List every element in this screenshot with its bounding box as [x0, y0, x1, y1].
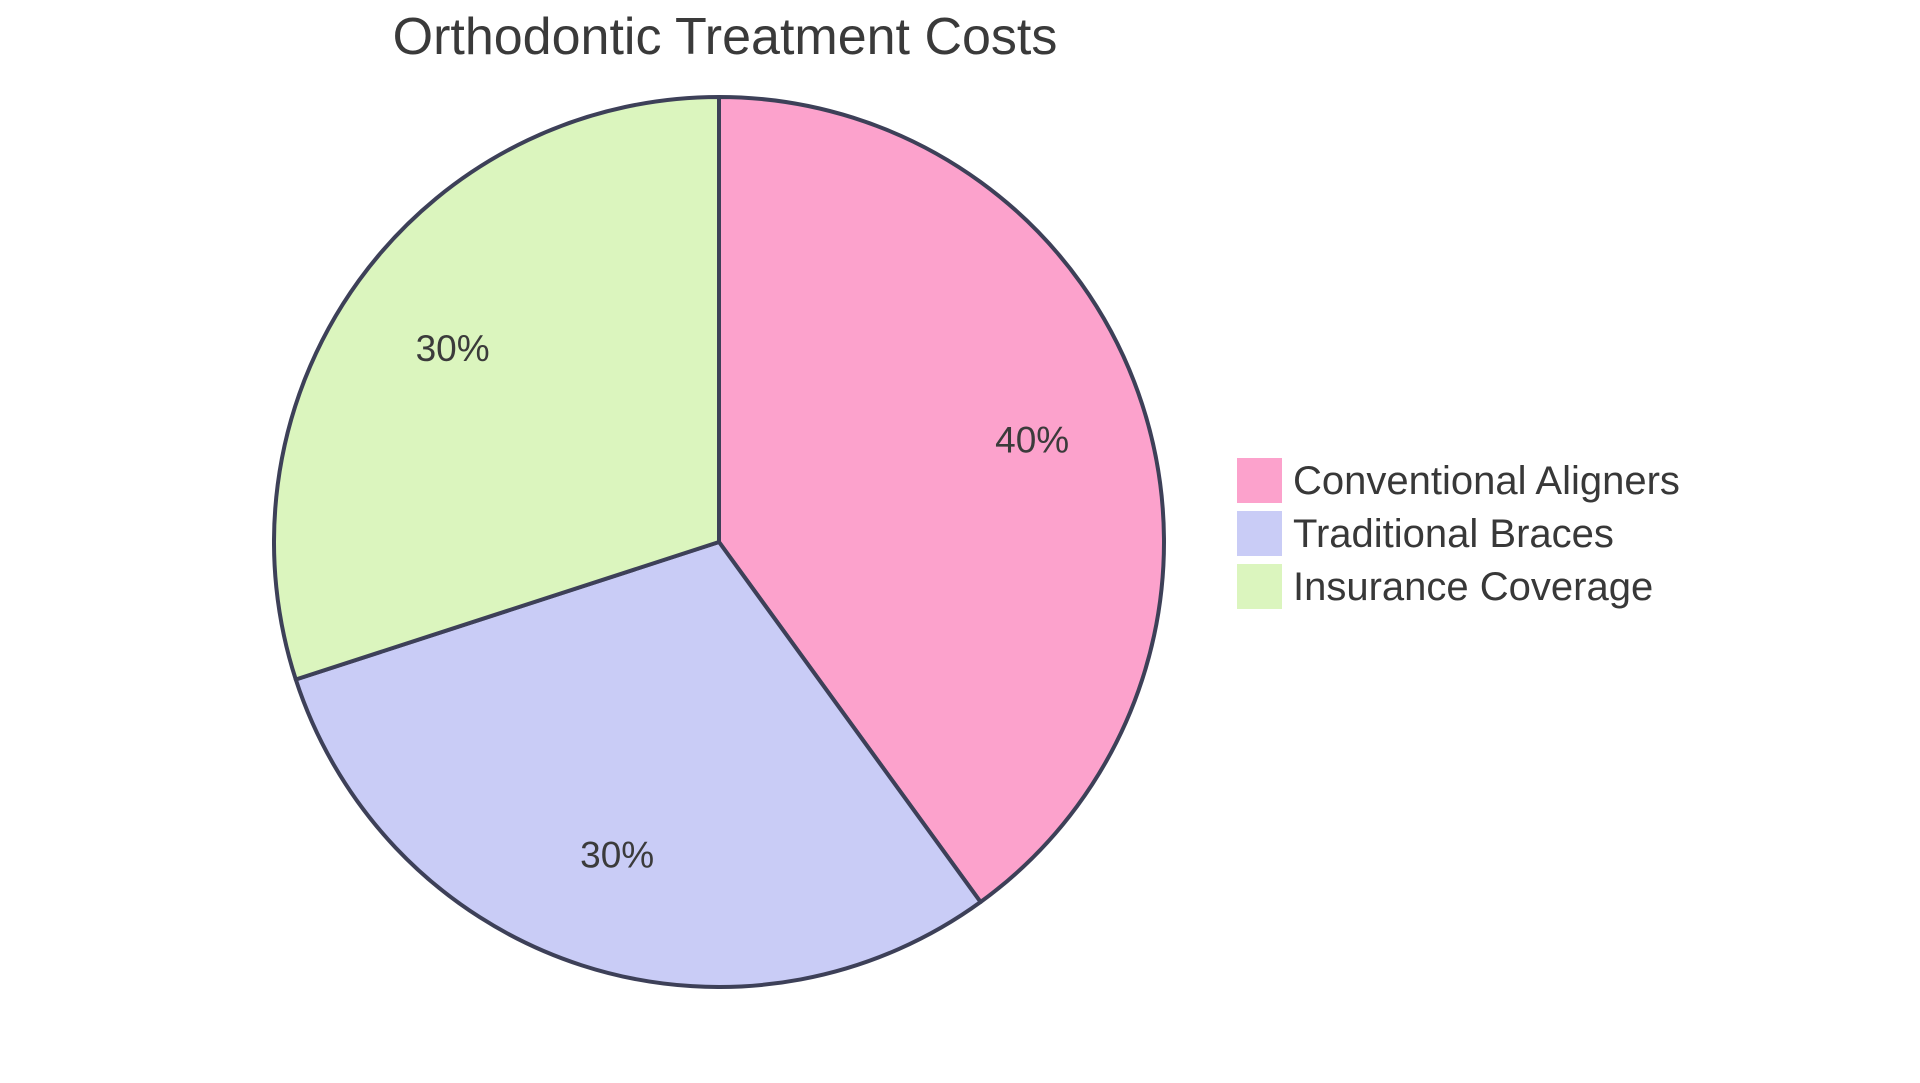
legend-label-conventional-aligners: Conventional Aligners	[1293, 458, 1680, 503]
legend: Conventional Aligners Traditional Braces…	[1237, 458, 1680, 609]
slice-percent-label-conventional-aligners: 40%	[995, 420, 1069, 461]
slice-percent-label-insurance-coverage: 30%	[416, 328, 490, 369]
chart-title: Orthodontic Treatment Costs	[392, 8, 1058, 66]
slice-percent-label-traditional-braces: 30%	[580, 835, 654, 876]
legend-item-traditional-braces: Traditional Braces	[1237, 511, 1680, 556]
legend-swatch-traditional-braces	[1237, 511, 1282, 556]
legend-label-traditional-braces: Traditional Braces	[1293, 511, 1614, 556]
pie-slice-traditional-braces	[293, 540, 983, 989]
legend-item-insurance-coverage: Insurance Coverage	[1237, 564, 1680, 609]
legend-swatch-insurance-coverage	[1237, 564, 1282, 609]
legend-item-conventional-aligners: Conventional Aligners	[1237, 458, 1680, 503]
pie-chart: 40% 30% 30%	[272, 95, 1166, 989]
pie-slice-conventional-aligners	[717, 95, 1166, 905]
pie-slice-insurance-coverage	[272, 95, 721, 682]
legend-label-insurance-coverage: Insurance Coverage	[1293, 564, 1654, 609]
legend-swatch-conventional-aligners	[1237, 458, 1282, 503]
